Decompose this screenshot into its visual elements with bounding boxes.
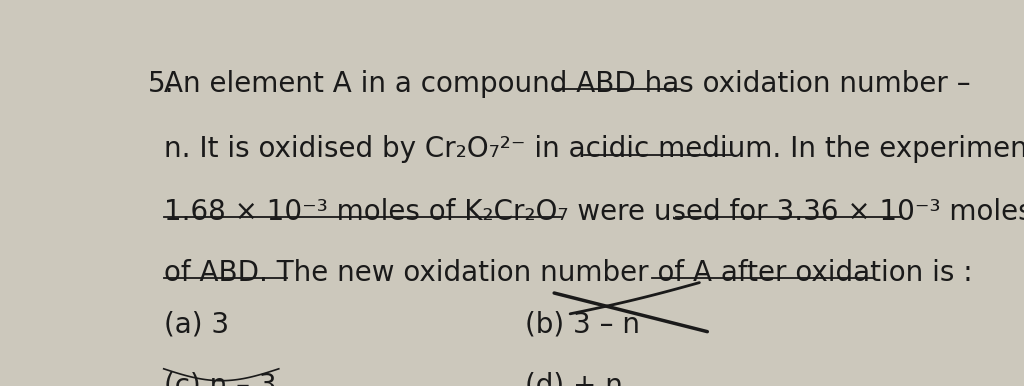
Text: (d) + n: (d) + n (524, 372, 623, 386)
Text: 5.: 5. (147, 70, 174, 98)
Text: An element A in a compound ABD has oxidation number –: An element A in a compound ABD has oxida… (164, 70, 971, 98)
Text: 1.68 × 10⁻³ moles of K₂Cr₂O₇ were used for 3.36 × 10⁻³ moles: 1.68 × 10⁻³ moles of K₂Cr₂O₇ were used f… (164, 198, 1024, 226)
Text: n. It is oxidised by Cr₂O₇²⁻ in acidic medium. In the experiment,: n. It is oxidised by Cr₂O₇²⁻ in acidic m… (164, 135, 1024, 164)
Text: (c) n – 3: (c) n – 3 (164, 372, 276, 386)
Text: of ABD. The new oxidation number of A after oxidation is :: of ABD. The new oxidation number of A af… (164, 259, 973, 287)
Text: (a) 3: (a) 3 (164, 311, 228, 339)
Text: (b) 3 – n: (b) 3 – n (524, 311, 640, 339)
